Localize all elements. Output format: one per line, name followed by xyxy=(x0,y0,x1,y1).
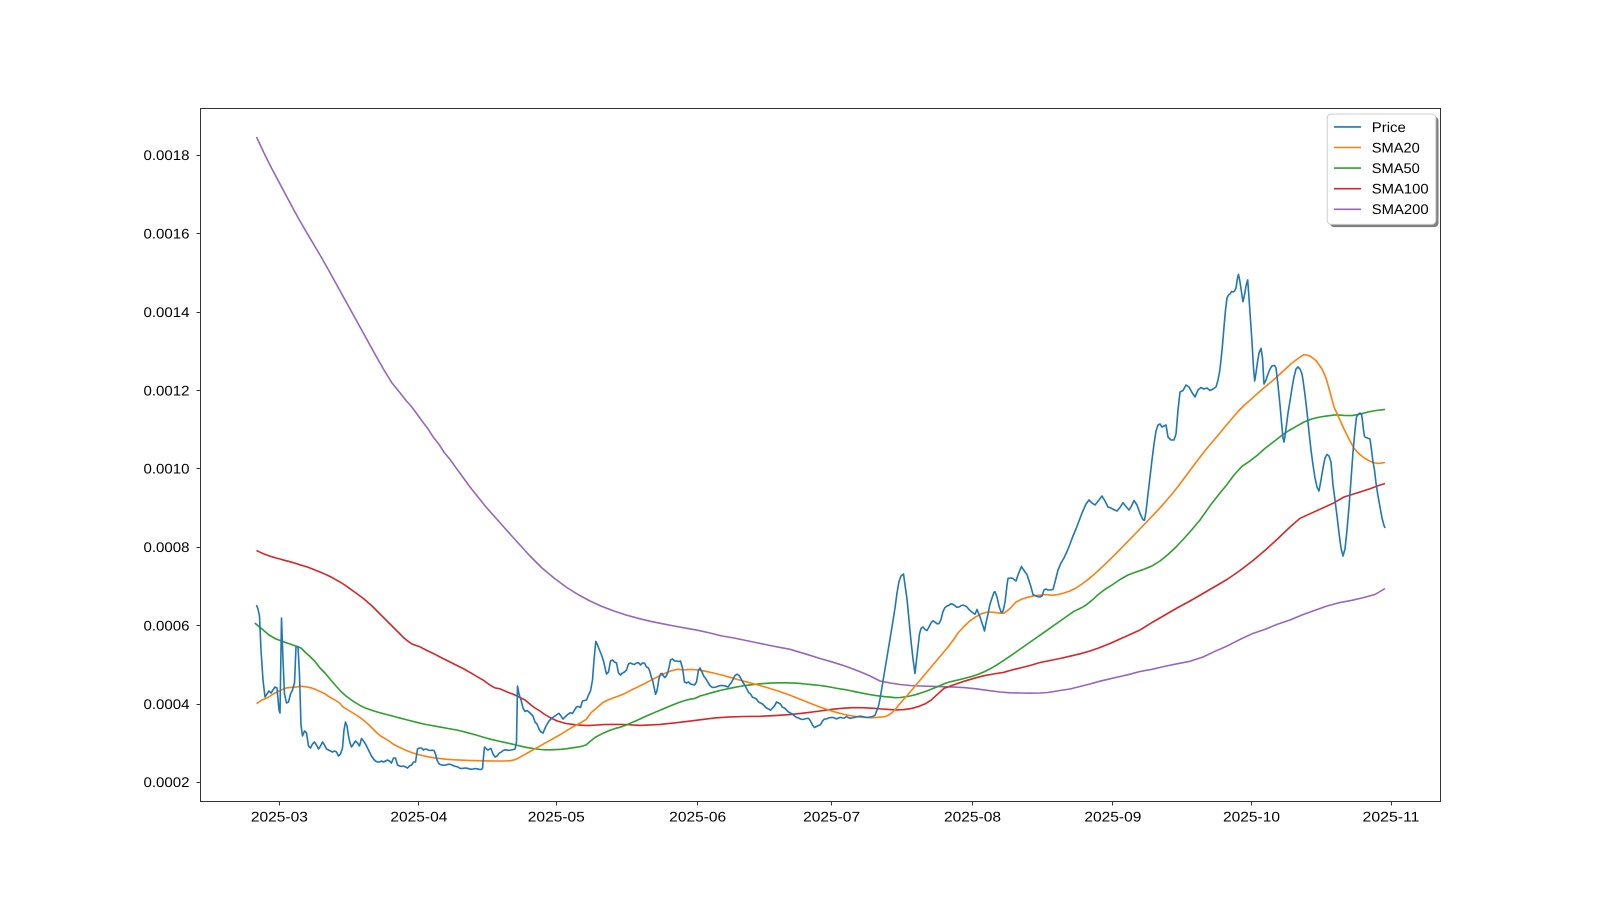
svg-text:Price: Price xyxy=(1372,119,1406,135)
svg-text:2025-10: 2025-10 xyxy=(1223,809,1280,825)
svg-text:0.0002: 0.0002 xyxy=(144,774,190,790)
svg-text:2025-08: 2025-08 xyxy=(944,809,1001,825)
svg-text:2025-09: 2025-09 xyxy=(1084,809,1141,825)
svg-text:2025-03: 2025-03 xyxy=(251,809,308,825)
svg-text:SMA20: SMA20 xyxy=(1372,139,1420,155)
svg-text:2025-06: 2025-06 xyxy=(669,809,726,825)
svg-text:0.0012: 0.0012 xyxy=(144,382,190,398)
svg-text:2025-05: 2025-05 xyxy=(528,809,585,825)
svg-text:0.0010: 0.0010 xyxy=(144,461,190,477)
svg-text:SMA200: SMA200 xyxy=(1372,201,1429,217)
svg-text:0.0004: 0.0004 xyxy=(144,696,190,712)
svg-text:0.0008: 0.0008 xyxy=(144,539,190,555)
svg-text:SMA100: SMA100 xyxy=(1372,181,1429,197)
svg-text:2025-11: 2025-11 xyxy=(1363,809,1420,825)
svg-text:0.0014: 0.0014 xyxy=(144,304,190,320)
svg-text:0.0016: 0.0016 xyxy=(144,226,190,242)
svg-text:0.0018: 0.0018 xyxy=(144,147,190,163)
svg-text:0.0006: 0.0006 xyxy=(144,618,190,634)
svg-text:2025-07: 2025-07 xyxy=(803,809,860,825)
svg-text:SMA50: SMA50 xyxy=(1372,160,1420,176)
svg-text:2025-04: 2025-04 xyxy=(390,809,447,825)
